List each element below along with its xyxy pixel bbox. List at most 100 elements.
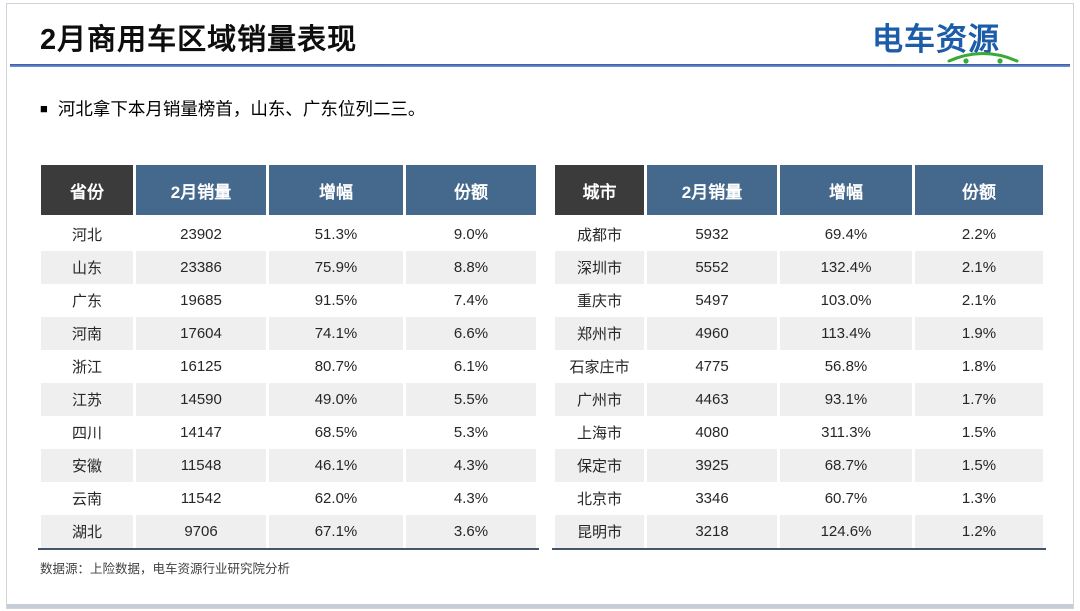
- column-header: 增幅: [269, 165, 403, 215]
- table-cell: 4463: [647, 383, 777, 416]
- table-row: 江苏 14590 49.0% 5.5%: [41, 383, 536, 416]
- table-cell: 广州市: [555, 383, 644, 416]
- table-row: 湖北 9706 67.1% 3.6%: [41, 515, 536, 548]
- table-cell: 75.9%: [269, 251, 403, 284]
- table-cell: 56.8%: [824, 358, 868, 375]
- table-cell: 江苏: [41, 383, 133, 416]
- table-cell: 保定市: [555, 449, 644, 482]
- table-row: 广东 19685 91.5% 7.4%: [41, 284, 536, 317]
- table-row: 四川 14147 68.5% 5.3%: [41, 416, 536, 449]
- table-row: 浙江 16125 80.7% 6.1%: [41, 350, 536, 383]
- table-row: 重庆市 5497 103.0% 2.1%: [555, 284, 1043, 317]
- table-cell: 1.5%: [961, 424, 997, 441]
- tables-area: 省份 2月销量 增幅 份额 河北 23902 51.3% 9.0% 山东 23386 75.9% 8…: [38, 165, 1046, 550]
- brand-logo-text: 电车资源: [872, 22, 1000, 57]
- table-row: 河北 23902 51.3% 9.0%: [41, 215, 536, 251]
- table-cell: 11548: [136, 449, 266, 482]
- table-cell: 1.5%: [915, 449, 1043, 482]
- table-row: 深圳市 5552 132.4% 2.1%: [555, 251, 1043, 284]
- table-cell: 8.8%: [406, 251, 536, 284]
- table-cell: 4.3%: [453, 490, 489, 507]
- table-cell: 2.1%: [961, 292, 997, 309]
- table-cell: 23902: [180, 226, 222, 243]
- table-cell: 6.1%: [453, 358, 489, 375]
- table-cell: 1.2%: [915, 515, 1043, 548]
- table-cell: 山东: [41, 251, 133, 284]
- table-cell: 124.6%: [780, 515, 912, 548]
- city-sales-table: 城市 2月销量 增幅 份额 成都市 5932 69.4% 2.2% 深圳市 5552 132.4%…: [552, 165, 1046, 550]
- table-cell: 4080: [695, 424, 729, 441]
- table-cell: 湖北: [41, 515, 133, 548]
- table-cell: 5.3%: [453, 424, 489, 441]
- column-header: 增幅: [780, 165, 912, 215]
- table-cell: 9.0%: [453, 226, 489, 243]
- table-cell: 62.0%: [314, 490, 358, 507]
- table-row: 北京市 3346 60.7% 1.3%: [555, 482, 1043, 515]
- table-cell: 3.6%: [406, 515, 536, 548]
- table-cell: 91.5%: [314, 292, 358, 309]
- table-row: 上海市 4080 311.3% 1.5%: [555, 416, 1043, 449]
- table-cell: 74.1%: [269, 317, 403, 350]
- table-cell: 北京市: [576, 491, 622, 508]
- table-cell: 1.8%: [961, 358, 997, 375]
- table-cell: 16125: [180, 358, 222, 375]
- table-cell: 68.7%: [780, 449, 912, 482]
- table-cell: 1.9%: [915, 317, 1043, 350]
- table-cell: 石家庄市: [569, 359, 630, 376]
- key-finding-text: 河北拿下本月销量榜首，山东、广东位列二三。: [57, 99, 426, 119]
- table-cell: 69.4%: [824, 226, 868, 243]
- table-cell: 14147: [180, 424, 222, 441]
- table-cell: 2.1%: [915, 251, 1043, 284]
- table-cell: 113.4%: [780, 317, 912, 350]
- table-cell: 17604: [136, 317, 266, 350]
- column-header: 份额: [915, 165, 1043, 215]
- key-finding: ■ 河北拿下本月销量榜首，山东、广东位列二三。: [40, 96, 425, 121]
- table-cell: 7.4%: [453, 292, 489, 309]
- table-cell: 14590: [136, 383, 266, 416]
- table-row: 保定市 3925 68.7% 1.5%: [555, 449, 1043, 482]
- table-cell: 11542: [180, 490, 222, 507]
- table-cell: 昆明市: [555, 515, 644, 548]
- page-title: 2月商用车区域销量表现: [40, 24, 358, 56]
- table-cell: 浙江: [71, 359, 102, 376]
- table-cell: 93.1%: [780, 383, 912, 416]
- table-cell: 成都市: [576, 227, 622, 244]
- table-cell: 郑州市: [555, 317, 644, 350]
- header-row: 省份 2月销量 增幅 份额: [41, 165, 536, 215]
- column-header: 2月销量: [647, 165, 777, 215]
- column-header: 省份: [41, 165, 133, 215]
- table-cell: 67.1%: [269, 515, 403, 548]
- column-header: 份额: [406, 165, 536, 215]
- table-cell: 3218: [647, 515, 777, 548]
- table-cell: 2.2%: [961, 226, 997, 243]
- table-cell: 103.0%: [820, 292, 872, 309]
- table-cell: 4960: [647, 317, 777, 350]
- table-cell: 9706: [136, 515, 266, 548]
- table-cell: 河南: [41, 317, 133, 350]
- table-cell: 深圳市: [555, 251, 644, 284]
- table-cell: 1.7%: [915, 383, 1043, 416]
- table-cell: 云南: [71, 491, 102, 508]
- table-cell: 51.3%: [314, 226, 358, 243]
- table-cell: 河北: [71, 227, 102, 244]
- table-cell: 68.5%: [314, 424, 358, 441]
- car-swoosh-icon: [947, 52, 1019, 64]
- slide-bottom-edge: [7, 604, 1073, 608]
- table-cell: 安徽: [41, 449, 133, 482]
- column-header: 城市: [555, 165, 644, 215]
- table-row: 山东 23386 75.9% 8.8%: [41, 251, 536, 284]
- table-cell: 46.1%: [269, 449, 403, 482]
- table-row: 安徽 11548 46.1% 4.3%: [41, 449, 536, 482]
- table-cell: 4.3%: [406, 449, 536, 482]
- table-cell: 5497: [695, 292, 729, 309]
- table-cell: 5932: [695, 226, 729, 243]
- table-cell: 6.6%: [406, 317, 536, 350]
- table-cell: 80.7%: [314, 358, 358, 375]
- table-cell: 5552: [647, 251, 777, 284]
- table-cell: 3346: [695, 490, 729, 507]
- table-cell: 19685: [180, 292, 222, 309]
- table-cell: 3925: [647, 449, 777, 482]
- brand-logo: 电车资源: [872, 14, 1022, 64]
- header-row: 城市 2月销量 增幅 份额: [555, 165, 1043, 215]
- bullet-square-icon: ■: [40, 101, 48, 116]
